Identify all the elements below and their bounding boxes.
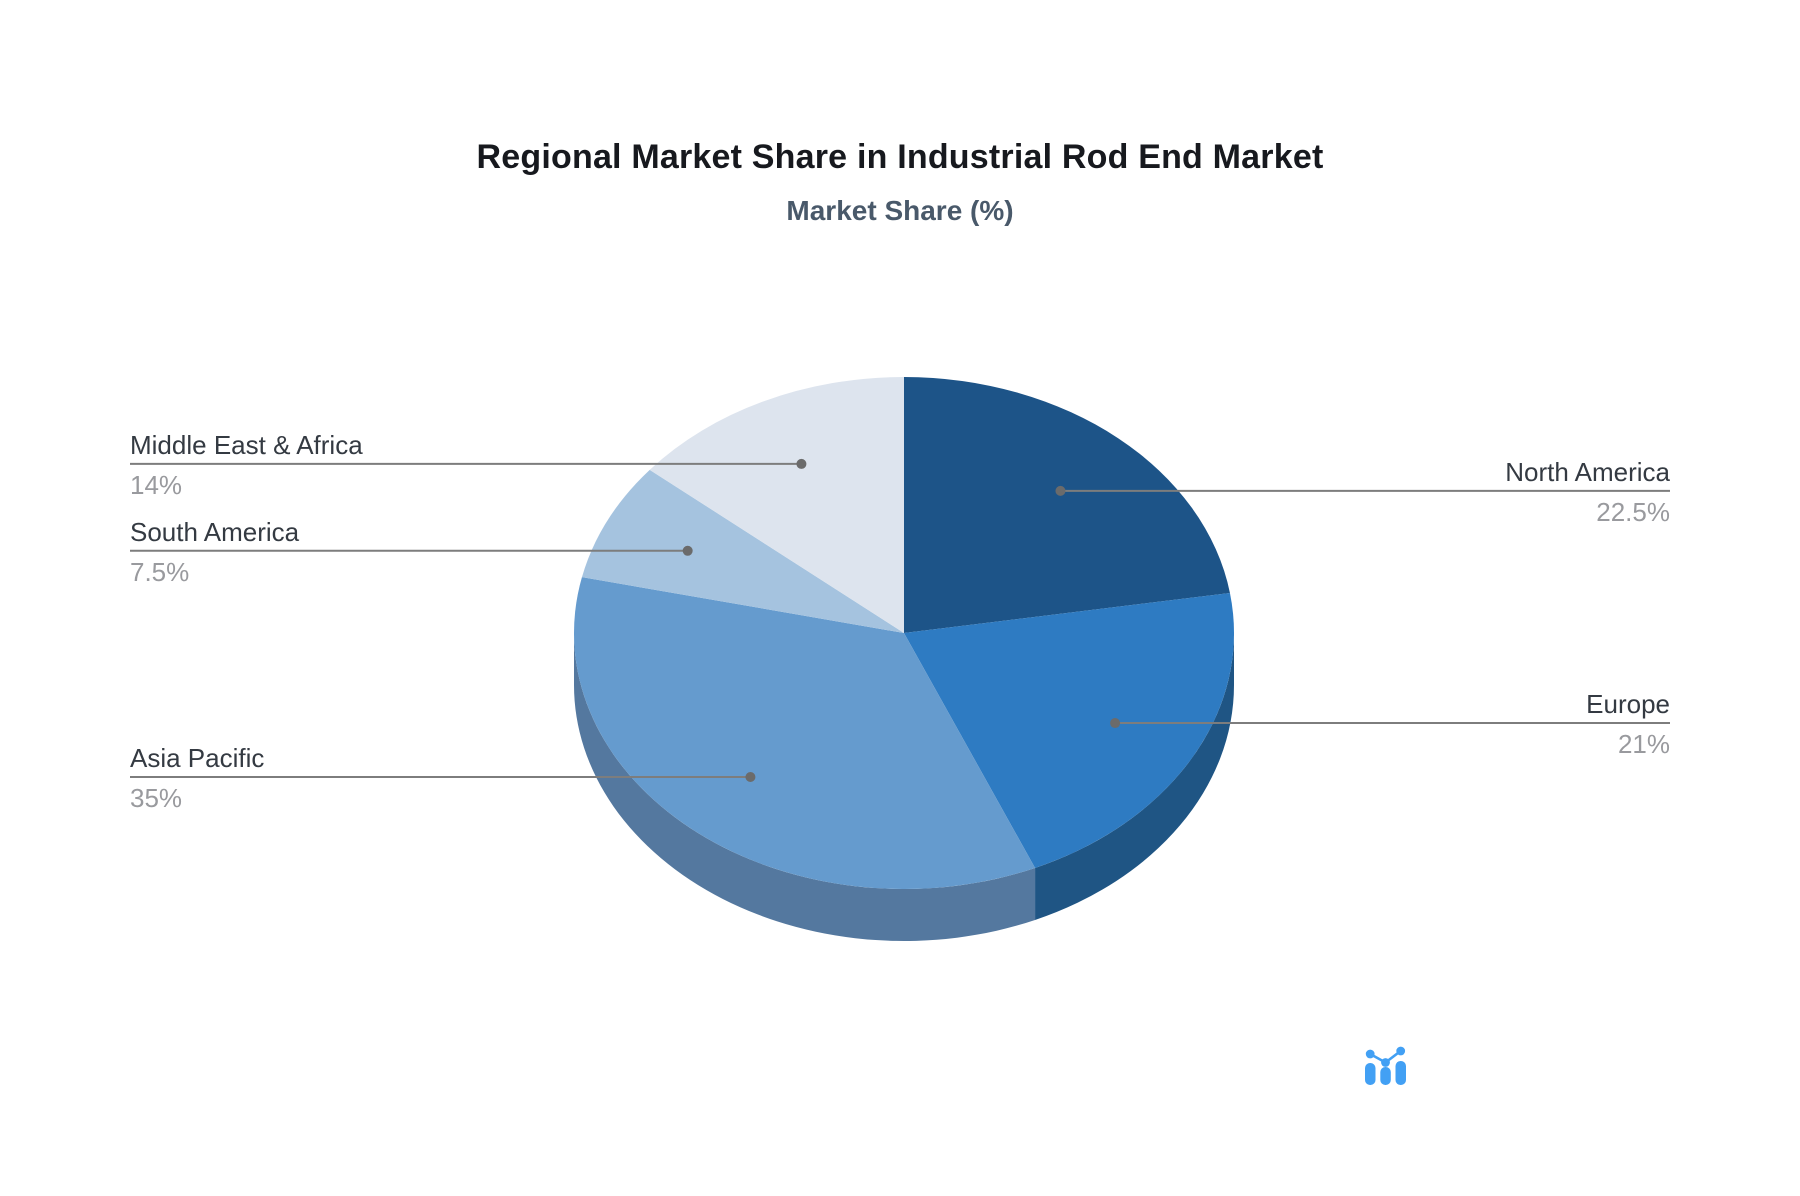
pie-slice-europe[interactable] — [904, 592, 1235, 868]
dimarket-logo: DiMarket — [1360, 1042, 1660, 1102]
chart-title: Regional Market Share in Industrial Rod … — [476, 138, 1324, 176]
pie-rim-asia-pacific — [574, 633, 1036, 942]
slice-value-europe: 21% — [1617, 729, 1670, 759]
pie-slice-north-america[interactable] — [904, 377, 1230, 633]
slice-value-north-america: 22.5% — [1596, 497, 1670, 527]
pie-slice-south-america[interactable] — [581, 469, 904, 633]
pie-rim-europe — [1035, 633, 1234, 920]
leader-dot-middle-east-africa — [796, 458, 807, 469]
leader-dot-north-america — [1055, 485, 1066, 496]
pie-slice-middle-east-africa[interactable] — [649, 377, 904, 633]
slice-value-south-america: 7.5% — [130, 557, 190, 587]
slice-label-asia-pacific: Asia Pacific — [130, 743, 265, 773]
bar-line-chart-icon — [1365, 1046, 1406, 1085]
pie-slice-asia-pacific[interactable] — [574, 577, 1036, 890]
slice-label-north-america: North America — [1505, 457, 1670, 487]
leader-dot-europe — [1110, 718, 1121, 729]
slice-label-middle-east-africa: Middle East & Africa — [130, 430, 363, 460]
slice-value-asia-pacific: 35% — [130, 783, 183, 813]
slice-label-south-america: South America — [130, 517, 300, 547]
slice-value-middle-east-africa: 14% — [130, 470, 183, 500]
leader-dot-south-america — [682, 545, 693, 556]
slice-label-europe: Europe — [1586, 689, 1670, 719]
chart-subtitle: Market Share (%) — [786, 195, 1014, 226]
leader-dot-asia-pacific — [745, 771, 756, 782]
